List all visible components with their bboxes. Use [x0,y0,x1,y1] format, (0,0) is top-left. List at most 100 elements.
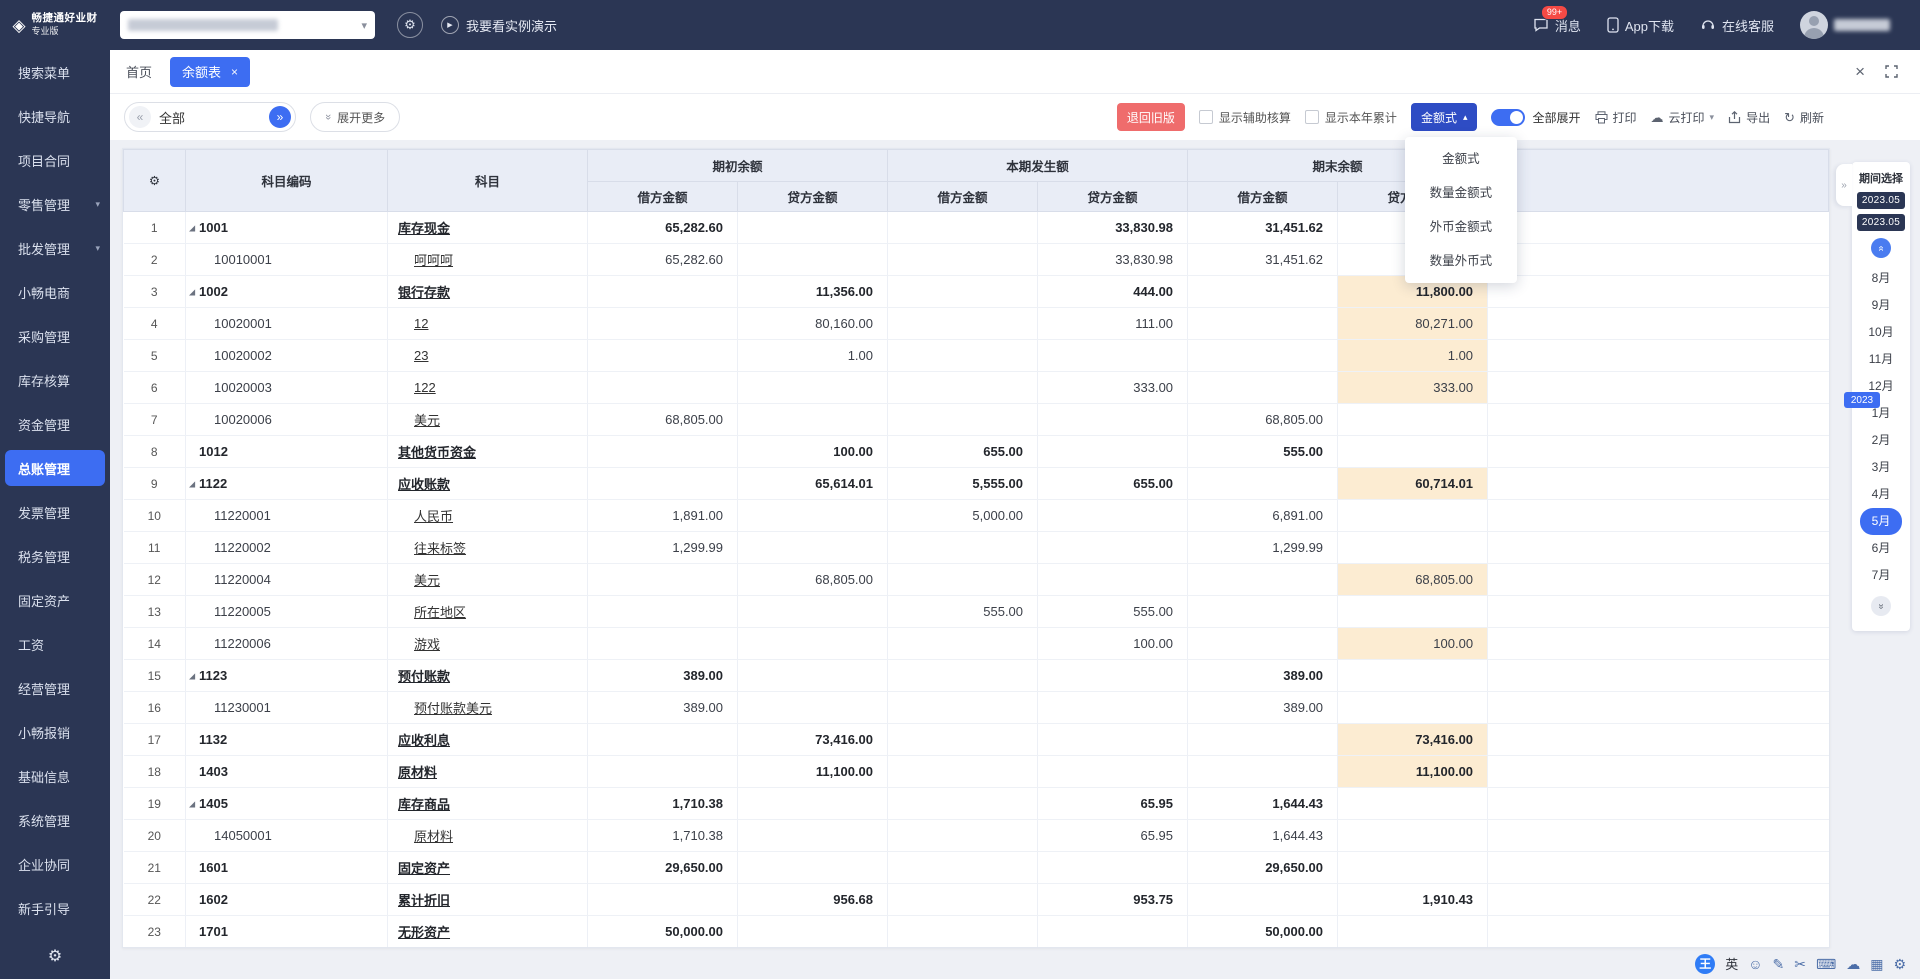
tab-home[interactable]: 首页 [126,65,153,80]
subject-link[interactable]: 原材料 [398,765,438,780]
subject-link[interactable]: 银行存款 [398,285,451,300]
sidebar-item-14[interactable]: 工资 [0,622,110,666]
collapse-triangle-icon[interactable]: ◢ [189,479,196,488]
table-row-10010001[interactable]: 2 10010001 呵呵呵 65,282.60 33,830.98 31,451.62 [123,243,1829,276]
subject-link[interactable]: 应收账款 [398,477,451,492]
panel-collapse-handle[interactable]: » [1836,164,1852,206]
table-row-1122[interactable]: 9 ◢ 1122 应收账款 65,614.01 5,555.00 655.00 60,714.… [123,467,1829,500]
online-service-button[interactable]: 在线客服 [1700,16,1774,35]
fullscreen-icon[interactable] [1885,65,1898,78]
checkbox-icon[interactable] [1198,110,1213,124]
subject-link[interactable]: 所在地区 [414,605,467,620]
table-row-1132[interactable]: 17 1132 应收利息 73,416.00 73,416.00 [123,723,1829,756]
month-item-12月[interactable]: 12月 [1868,379,1894,393]
subject-link[interactable]: 游戏 [414,637,441,652]
table-row-14050001[interactable]: 20 14050001 原材料 1,710.38 65.95 1,644.43 [123,819,1829,852]
scissors-icon[interactable]: ✂ [1794,956,1806,972]
cloud-icon[interactable]: ☁ [1846,956,1861,972]
month-item-3月[interactable]: 3月 [1871,460,1891,474]
refresh-button[interactable]: ↻ 刷新 [1784,109,1824,125]
month-item-8月[interactable]: 8月 [1871,271,1891,285]
scope-select[interactable]: « 全部 » [124,102,296,132]
subject-link[interactable]: 122 [414,380,436,395]
close-icon[interactable]: × [231,64,239,79]
export-button[interactable]: 导出 [1728,109,1770,126]
subject-link[interactable]: 无形资产 [398,925,451,940]
sidebar-item-5[interactable]: 批发管理 ▾ [0,226,110,270]
month-item-11月[interactable]: 11月 [1868,352,1894,366]
ime-logo-icon[interactable]: 王 [1695,954,1716,974]
month-item-4月[interactable]: 4月 [1871,487,1891,501]
return-old-version-button[interactable]: 退回旧版 [1116,103,1185,131]
format-menu-item-1[interactable]: 金额式 [1442,152,1480,166]
subject-link[interactable]: 23 [414,348,429,363]
month-item-5月[interactable]: 5月 [1860,508,1902,535]
sidebar-item-1[interactable]: 搜索菜单 [0,50,110,94]
month-item-2月[interactable]: 2月 [1871,433,1891,447]
month-item-9月[interactable]: 9月 [1871,298,1891,312]
period-from-badge[interactable]: 2023.05 [1857,192,1905,209]
format-menu-item-3[interactable]: 外币金额式 [1429,220,1493,234]
format-style-button[interactable]: 金额式 ▴ 金额式 数量金额式 外币金额式 数量外币式 [1404,103,1517,283]
table-row-11220002[interactable]: 11 11220002 往来标签 1,299.99 1,299.99 [123,531,1829,564]
subject-link[interactable]: 美元 [414,573,441,588]
table-row-1123[interactable]: 15 ◢ 1123 预付账款 389.00 389.00 [123,659,1829,692]
format-menu-item-4[interactable]: 数量外币式 [1429,254,1493,268]
table-row-10020001[interactable]: 4 10020001 12 80,160.00 111.00 80,271.00 [123,307,1829,340]
subject-link[interactable]: 库存商品 [398,797,451,812]
subject-link[interactable]: 固定资产 [398,861,451,876]
show-ytd-checkbox[interactable]: 显示本年累计 [1304,109,1397,126]
topbar-settings-button[interactable]: ⚙ [397,12,423,38]
messages-button[interactable]: 99+ 消息 [1533,4,1581,35]
collapse-triangle-icon[interactable]: ◢ [189,287,196,296]
table-row-1701[interactable]: 23 1701 无形资产 50,000.00 50,000.00 [123,915,1829,947]
cloud-print-button[interactable]: ☁ 云打印 ▾ [1650,109,1715,125]
scroll-up-button[interactable]: » [1871,238,1891,258]
sidebar-item-19[interactable]: 企业协同 [0,842,110,886]
table-row-1001[interactable]: 1 ◢ 1001 库存现金 65,282.60 33,830.98 31,451.62 [123,211,1829,244]
toggle-on-icon[interactable] [1491,108,1526,126]
tab-balance-sheet[interactable]: 余额表 × [170,56,251,87]
subject-link[interactable]: 美元 [414,413,441,428]
ime-lang-indicator[interactable]: 英 [1725,956,1739,972]
format-menu-item-2[interactable]: 数量金额式 [1429,186,1493,200]
sidebar-item-7[interactable]: 采购管理 [0,314,110,358]
sidebar-item-9[interactable]: 资金管理 [0,402,110,446]
table-row-1602[interactable]: 22 1602 累计折旧 956.68 953.75 1,910.43 [123,883,1829,916]
month-item-10月[interactable]: 10月 [1868,325,1894,339]
sidebar-item-2[interactable]: 快捷导航 [0,94,110,138]
gear-icon[interactable]: ⚙ [1893,956,1906,972]
column-settings-button[interactable]: ⚙ [123,149,186,212]
subject-link[interactable]: 预付账款 [398,669,451,684]
sidebar-item-17[interactable]: 基础信息 [0,754,110,798]
table-row-10020003[interactable]: 6 10020003 122 333.00 333.00 [123,371,1829,404]
app-download-button[interactable]: App下载 [1607,16,1674,35]
collapse-triangle-icon[interactable]: ◢ [189,799,196,808]
scroll-down-button[interactable]: » [1871,596,1891,616]
table-row-1002[interactable]: 3 ◢ 1002 银行存款 11,356.00 444.00 11,800.00 [123,275,1829,308]
sidebar-item-8[interactable]: 库存核算 [0,358,110,402]
subject-link[interactable]: 人民币 [414,509,454,524]
step-forward-icon[interactable]: » [269,106,291,128]
table-row-1403[interactable]: 18 1403 原材料 11,100.00 11,100.00 [123,755,1829,788]
sidebar-settings-button[interactable]: ⚙ [0,933,110,979]
show-aux-checkbox[interactable]: 显示辅助核算 [1198,109,1291,126]
month-item-7月[interactable]: 7月 [1871,568,1891,582]
expand-more-button[interactable]: » 展开更多 [310,102,401,132]
print-button[interactable]: 打印 [1595,109,1637,126]
sidebar-item-10[interactable]: 总账管理 [5,450,105,486]
toolbox-icon[interactable]: ▦ [1870,956,1884,972]
table-row-11230001[interactable]: 16 11230001 预付账款美元 389.00 389.00 [123,691,1829,724]
subject-link[interactable]: 应收利息 [398,733,451,748]
subject-link[interactable]: 预付账款美元 [414,701,493,716]
sidebar-item-20[interactable]: 新手引导 [0,886,110,930]
subject-link[interactable]: 往来标签 [414,541,467,556]
table-row-10020006[interactable]: 7 10020006 美元 68,805.00 68,805.00 [123,403,1829,436]
month-item-1月[interactable]: 1月 [1871,406,1891,420]
sidebar-item-11[interactable]: 发票管理 [0,490,110,534]
table-row-11220005[interactable]: 13 11220005 所在地区 555.00 555.00 [123,595,1829,628]
sidebar-item-15[interactable]: 经营管理 [0,666,110,710]
keyboard-icon[interactable]: ⌨ [1815,956,1837,972]
expand-all-toggle[interactable]: 全部展开 [1491,108,1581,126]
sidebar-item-6[interactable]: 小畅电商 [0,270,110,314]
